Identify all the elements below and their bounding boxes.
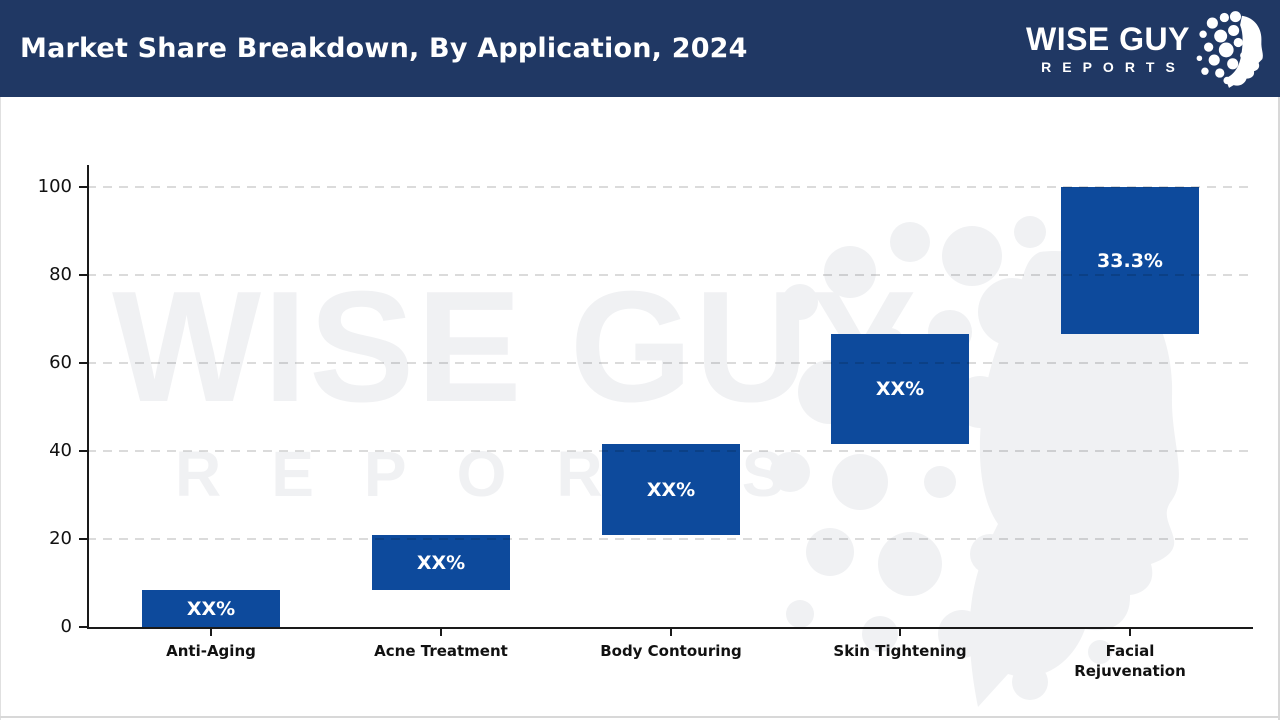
frame-edge-left bbox=[0, 97, 1, 720]
logo-wordmark: WISE GUY bbox=[1025, 20, 1190, 57]
gridline-40 bbox=[87, 450, 1253, 452]
x-axis-category-label: Acne Treatment bbox=[374, 642, 508, 660]
y-axis-tick-label: 100 bbox=[37, 176, 72, 197]
bar-value-label: XX% bbox=[875, 378, 925, 400]
header-bar: Market Share Breakdown, By Application, … bbox=[0, 0, 1280, 97]
x-axis-tick-mark bbox=[1129, 628, 1131, 636]
logo-text: WISE GUY REPORTS bbox=[1025, 20, 1190, 76]
x-axis-tick-mark bbox=[899, 628, 901, 636]
wise-guy-reports-logo: WISE GUY REPORTS bbox=[1026, 6, 1266, 92]
y-axis-line bbox=[87, 165, 89, 629]
x-axis-tick-mark bbox=[670, 628, 672, 636]
bar-value-label: 33.3% bbox=[1097, 249, 1163, 272]
chart-area: WISE GUY REPORTS 0 20 40 60 80 100 XX% Anti-Agi… bbox=[0, 97, 1280, 720]
bar-value-label: XX% bbox=[416, 551, 466, 574]
bar-acne-treatment: XX% bbox=[372, 535, 510, 590]
watermark-face-icon bbox=[770, 216, 1179, 707]
x-axis-tick-mark bbox=[210, 628, 212, 636]
bar-facial-rejuvenation: 33.3% bbox=[1061, 187, 1199, 334]
gridline-60 bbox=[87, 362, 1253, 364]
gridline-80 bbox=[87, 274, 1253, 276]
bar-skin-tightening: XX% bbox=[831, 334, 969, 444]
y-axis-tick-label: 40 bbox=[49, 440, 72, 461]
x-axis-category-label: Anti-Aging bbox=[166, 642, 256, 660]
x-axis-category-label: Skin Tightening bbox=[833, 642, 967, 660]
bar-body-contouring: XX% bbox=[602, 444, 740, 535]
frame-edge-bottom bbox=[0, 716, 1280, 718]
page-title: Market Share Breakdown, By Application, … bbox=[20, 33, 748, 64]
y-axis-tick-mark bbox=[79, 186, 87, 188]
dotted-face-profile-icon bbox=[1196, 11, 1263, 88]
logo-subtext: REPORTS bbox=[1041, 59, 1186, 76]
watermark-wordmark: WISE GUY bbox=[112, 259, 919, 435]
bar-anti-aging: XX% bbox=[142, 590, 280, 627]
y-axis-tick-label: 20 bbox=[49, 528, 72, 549]
y-axis-tick-label: 80 bbox=[49, 264, 72, 285]
gridline-20 bbox=[87, 538, 1253, 540]
y-axis-tick-mark bbox=[79, 450, 87, 452]
bar-value-label: XX% bbox=[646, 478, 696, 501]
x-axis-tick-mark bbox=[440, 628, 442, 636]
x-axis-line bbox=[87, 627, 1253, 629]
x-axis-category-label: Body Contouring bbox=[600, 642, 742, 660]
y-axis-tick-mark bbox=[79, 538, 87, 540]
gridline-100 bbox=[87, 186, 1253, 188]
y-axis-tick-mark bbox=[79, 274, 87, 276]
y-axis-tick-mark bbox=[79, 626, 87, 628]
frame-edge-right bbox=[1278, 97, 1280, 720]
y-axis-tick-label: 0 bbox=[60, 616, 72, 637]
x-axis-category-label: Facial Rejuvenation bbox=[1074, 642, 1186, 681]
y-axis-tick-label: 60 bbox=[49, 352, 72, 373]
bar-value-label: XX% bbox=[186, 597, 236, 620]
y-axis-tick-mark bbox=[79, 362, 87, 364]
